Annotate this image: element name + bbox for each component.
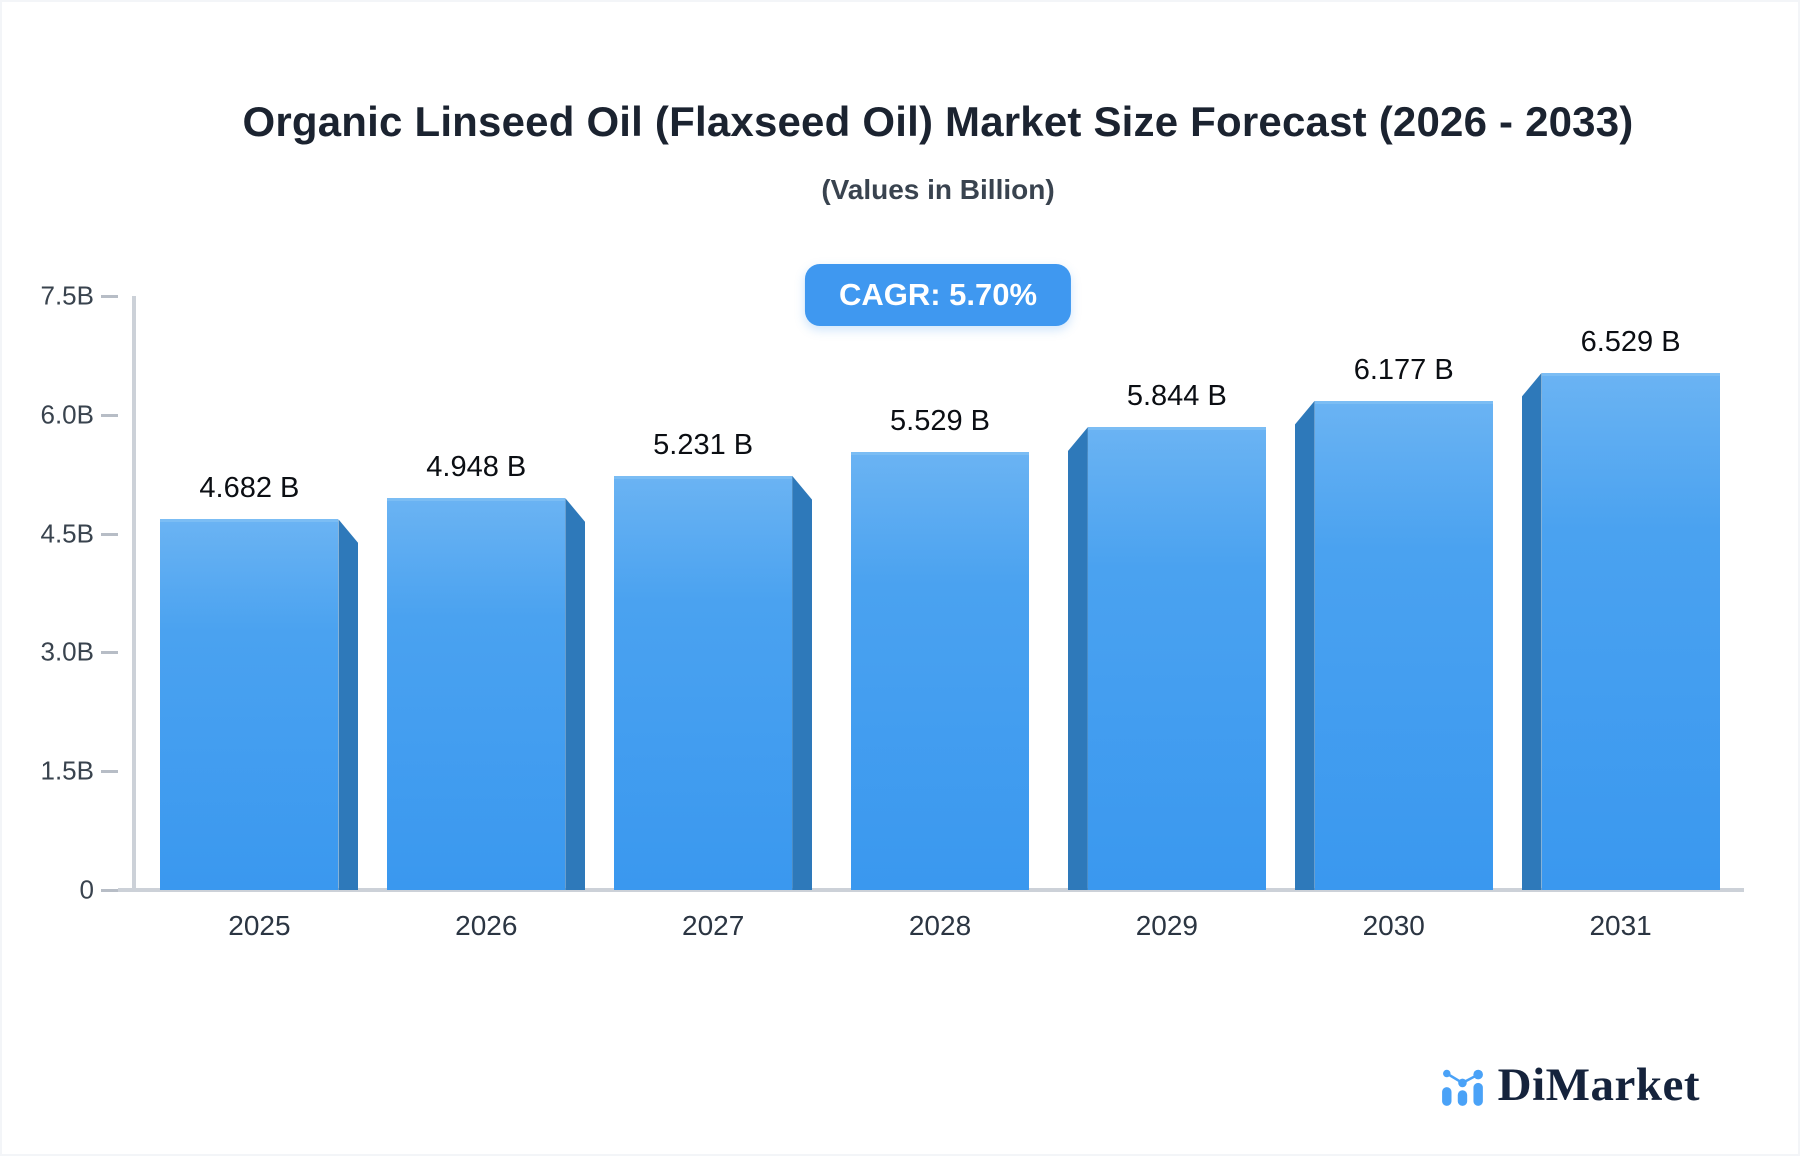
cagr-badge: CAGR: 5.70% <box>804 264 1072 326</box>
bar-front-face <box>614 475 793 890</box>
x-tick-label: 2030 <box>1362 910 1425 941</box>
x-tick-label: 2031 <box>1589 910 1652 941</box>
brand-name: DiMarket <box>1497 1059 1700 1111</box>
x-tick-label: 2027 <box>682 910 745 941</box>
bar-value-label: 6.177 B <box>1353 353 1454 386</box>
bar-side-face <box>565 498 586 890</box>
bar-group: 4.682 B <box>146 296 373 890</box>
bar-2029: 5.844 B <box>1067 380 1266 890</box>
bar-line-chart-icon <box>1441 1069 1483 1106</box>
bar-value-label: 4.948 B <box>426 451 527 484</box>
x-axis-labels: 2025 2026 2027 2028 2029 2030 2031 <box>146 910 1734 942</box>
bar-2027: 5.231 B <box>614 429 813 890</box>
bar-side-face <box>1067 427 1088 890</box>
y-tick-label: 3.0B <box>40 636 95 667</box>
bar-group: 4.948 B <box>373 296 600 890</box>
bar-2025: 4.682 B <box>160 472 359 890</box>
x-axis-line <box>118 888 1744 892</box>
bar-group: 5.231 B <box>600 296 827 890</box>
y-tick-label: 7.5B <box>40 280 95 311</box>
brand-logo: DiMarket <box>1440 1058 1700 1112</box>
bar-front-face <box>851 452 1029 890</box>
bar-value-label: 5.844 B <box>1126 380 1227 413</box>
bar-2028: 5.529 B <box>851 405 1029 890</box>
y-tick-label: 4.5B <box>40 518 95 549</box>
bar-group: 5.529 B <box>827 296 1054 890</box>
bar-value-label: 4.682 B <box>199 472 300 505</box>
plot-area: 7.5B 6.0B 4.5B 3.0B 1.5B 0 4.682 B <box>41 281 1744 905</box>
y-tick-dash <box>101 295 118 298</box>
chart-title: Organic Linseed Oil (Flaxseed Oil) Marke… <box>242 98 1634 145</box>
y-tick-dash <box>101 532 118 536</box>
x-tick-label: 2029 <box>1135 910 1199 941</box>
bar-group: 6.529 B <box>1507 296 1734 890</box>
bar-group: 6.177 B <box>1280 296 1507 890</box>
x-tick-label: 2028 <box>908 910 972 941</box>
bar-group: 5.844 B <box>1053 296 1280 890</box>
bar-2031: 6.529 B <box>1521 326 1720 890</box>
y-tick-dash <box>101 651 118 655</box>
y-tick-dash <box>101 889 118 892</box>
bar-front-face <box>1541 372 1720 890</box>
y-axis-line <box>132 296 136 892</box>
bar-side-face <box>338 519 359 890</box>
bar-value-label: 5.529 B <box>890 405 990 438</box>
y-tick-dash <box>101 413 118 417</box>
bar-front-face <box>160 519 339 890</box>
bar-side-face <box>1521 372 1542 890</box>
bars-container: 4.682 B 4.948 B 5.231 B <box>146 296 1734 890</box>
bar-side-face <box>792 475 813 890</box>
bar-front-face <box>1314 400 1493 890</box>
bar-front-face <box>387 498 566 890</box>
bar-2026: 4.948 B <box>387 451 586 890</box>
y-tick-label: 0 <box>79 874 94 905</box>
bar-2030: 6.177 B <box>1294 354 1493 890</box>
y-tick-dash <box>101 770 118 774</box>
x-tick-label: 2026 <box>455 910 518 941</box>
bar-value-label: 6.529 B <box>1580 325 1681 358</box>
x-tick-label: 2025 <box>228 910 291 941</box>
bar-front-face <box>1087 427 1266 890</box>
bar-value-label: 5.231 B <box>653 428 754 461</box>
bar-side-face <box>1294 400 1315 890</box>
y-tick-label: 1.5B <box>40 755 95 786</box>
y-tick-label: 6.0B <box>40 399 95 430</box>
chart-subtitle: (Values in Billion) <box>821 174 1055 205</box>
